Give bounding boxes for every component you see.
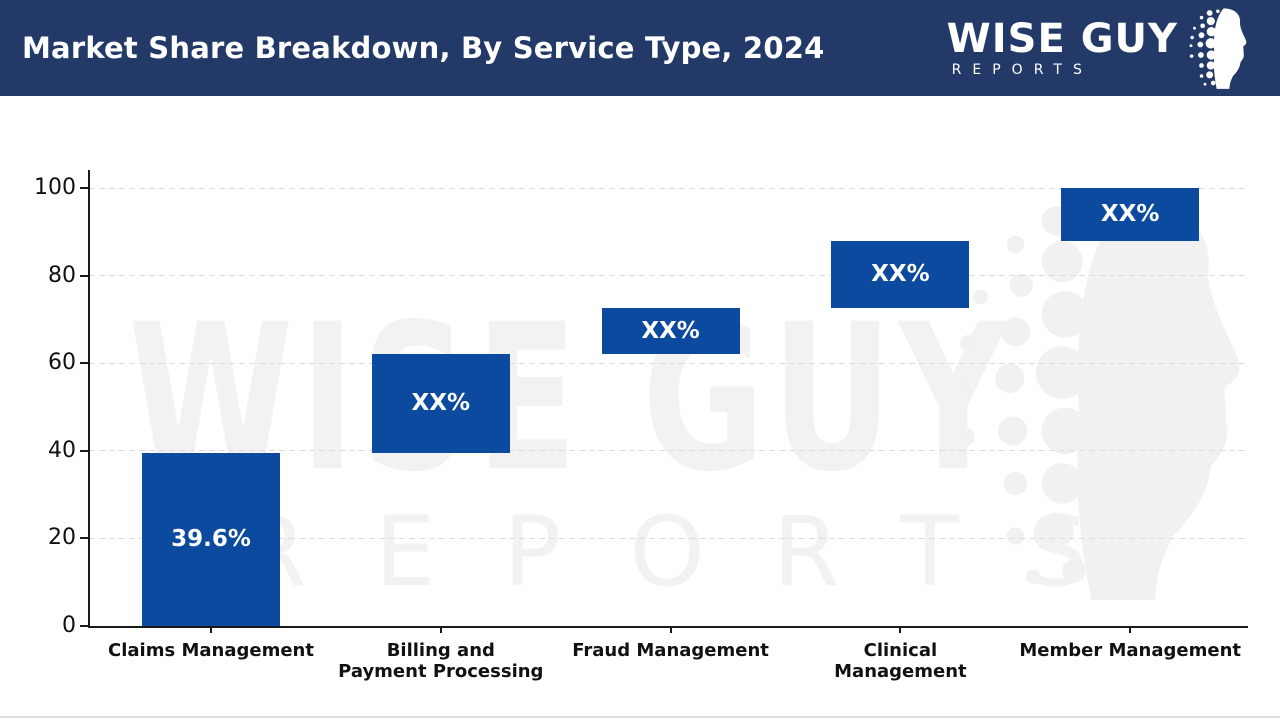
bar-value-label-fraud-management: XX% [641,318,700,345]
gridline-80 [89,275,1246,277]
bar-value-label-member-management: XX% [1100,201,1160,228]
bar-claims-management: 39.6% [142,452,280,626]
y-tick-mark-100 [80,187,88,189]
watermark-face-icon [928,176,1278,616]
gridline-40 [89,450,1246,452]
face-logo-icon [1184,7,1254,89]
x-tick-mark-fraud-management [669,626,672,633]
logo-wordmark: WISE GUY REPORTS [947,19,1178,78]
bar-value-label-billing-and-payment-processing: XX% [411,390,471,417]
y-axis-spine [88,170,90,628]
y-tick-label-0: 0 [62,613,76,638]
x-category-label-line: Fraud Management [572,640,769,661]
y-tick-label-60: 60 [48,350,76,376]
chart-area: WISE GUY REPORTS 0 20 40 60 80 100 39.6% Claims… [0,96,1280,720]
x-category-label-clinical-management: Clinical Management [780,640,1020,682]
bottom-rule [0,716,1280,718]
bar-member-management: XX% [1061,188,1200,241]
x-tick-mark-billing-and-payment-processing [439,626,442,633]
y-tick-label-20: 20 [48,525,76,551]
y-tick-mark-80 [80,274,88,277]
x-category-label-claims-management: Claims Management [91,640,331,661]
bar-fraud-management: XX% [601,308,740,355]
x-category-label-line: Member Management [1019,640,1241,661]
bar-value-label-claims-management: 39.6% [171,526,251,553]
gridline-100 [89,187,1246,189]
y-tick-label-100: 100 [34,175,76,200]
bar-value-label-clinical-management: XX% [871,261,930,288]
gridline-20 [89,537,1246,539]
y-tick-mark-20 [80,537,88,540]
bar-clinical-management: XX% [831,240,970,309]
y-tick-label-40: 40 [48,437,76,463]
x-category-label-member-management: Member Management [1010,640,1250,661]
watermark-reports: REPORTS [240,496,1157,608]
bar-billing-and-payment-processing: XX% [371,354,510,453]
y-tick-mark-60 [80,362,88,365]
app-header: Market Share Breakdown, By Service Type,… [0,0,1280,96]
x-axis-spine [88,626,1248,628]
y-tick-mark-40 [80,449,88,452]
x-category-label-line: Billing and [386,640,495,661]
logo-wordmark-line1: WISE GUY [946,15,1178,62]
logo-wordmark-line2: REPORTS [951,61,1093,78]
x-category-label-line: Claims Management [108,640,314,661]
x-tick-mark-claims-management [210,626,212,633]
y-tick-label-80: 80 [48,262,76,288]
gridline-60 [89,362,1246,364]
x-category-label-billing-and-payment-processing: Billing and Payment Processing [321,640,561,682]
x-tick-mark-member-management [1129,626,1132,633]
page-title: Market Share Breakdown, By Service Type,… [22,31,825,65]
x-tick-mark-clinical-management [899,626,902,633]
x-category-label-line: Clinical [863,640,938,661]
brand-logo: WISE GUY REPORTS [947,7,1254,89]
x-category-label-fraud-management: Fraud Management [551,640,791,661]
x-category-label-line: Payment Processing [338,661,544,682]
x-category-label-line: Management [834,661,967,682]
y-tick-mark-0 [80,625,88,627]
